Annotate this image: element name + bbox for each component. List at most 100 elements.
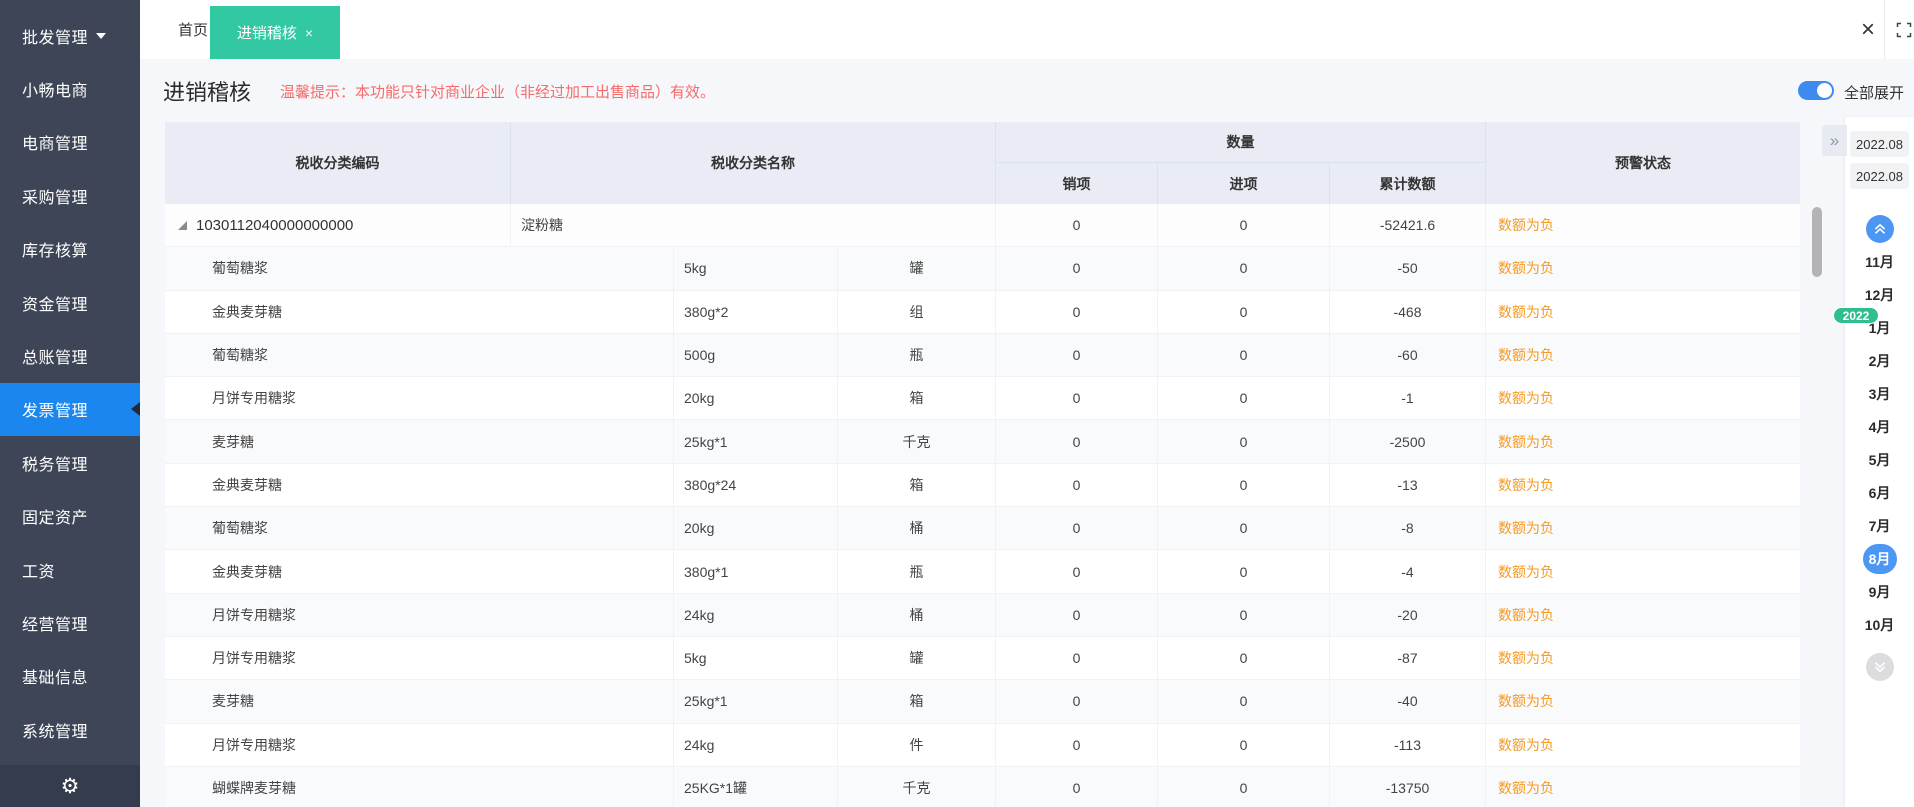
product-unit: 罐 <box>837 636 995 680</box>
product-spec: 25KG*1罐 <box>673 766 837 807</box>
month-item-11月[interactable]: 11月 <box>1845 245 1914 278</box>
product-spec: 500g <box>673 333 837 377</box>
tab-close-icon[interactable]: × <box>304 24 314 41</box>
sidebar-item-电商管理[interactable]: 电商管理 <box>0 116 140 169</box>
month-item-2月[interactable]: 2月 <box>1845 344 1914 377</box>
total-amount: -20 <box>1329 593 1485 636</box>
month-item-7月[interactable]: 7月 <box>1845 509 1914 542</box>
sales-qty: 0 <box>995 680 1157 723</box>
toggle-knob <box>1817 83 1832 98</box>
month-item-5月[interactable]: 5月 <box>1845 443 1914 476</box>
month-item-8月[interactable]: 8月 <box>1845 542 1914 575</box>
purchase-qty: 0 <box>1157 463 1329 507</box>
table-row[interactable]: 月饼专用糖浆 24kg 桶 0 0 -20 数额为负 <box>165 593 1800 637</box>
sidebar-item-库存核算[interactable]: 库存核算 <box>0 223 140 276</box>
table-row[interactable]: 金典麦芽糖 380g*2 组 0 0 -468 数额为负 <box>165 290 1800 334</box>
product-spec: 25kg*1 <box>673 420 837 463</box>
product-unit: 箱 <box>837 463 995 507</box>
table-row[interactable]: 月饼专用糖浆 24kg 件 0 0 -113 数额为负 <box>165 723 1800 767</box>
col-header-name: 税收分类名称 <box>510 122 995 204</box>
settings-gear-icon[interactable]: ⚙ <box>60 774 80 798</box>
product-unit: 罐 <box>837 247 995 290</box>
month-label: 12月 <box>1864 286 1895 303</box>
product-name: 金典麦芽糖 <box>212 476 282 493</box>
sidebar-item-label: 系统管理 <box>22 723 89 741</box>
scroll-up-button[interactable] <box>1865 215 1894 243</box>
total-amount: -4 <box>1329 550 1485 593</box>
sidebar-item-采购管理[interactable]: 采购管理 <box>0 169 140 222</box>
month-item-4月[interactable]: 4月 <box>1845 410 1914 443</box>
table-row-parent[interactable]: 1030112040000000000 淀粉糖 0 0 -52421.6 数额为… <box>165 204 1800 248</box>
sidebar-item-label: 工资 <box>22 563 56 581</box>
tab-bar: 首页 进销稽核 × × <box>140 0 1914 59</box>
status-badge: 数额为负 <box>1485 723 1800 766</box>
product-name: 葡萄糖浆 <box>212 520 268 537</box>
table-row[interactable]: 葡萄糖浆 500g 瓶 0 0 -60 数额为负 <box>165 333 1800 378</box>
table-row[interactable]: 麦芽糖 25kg*1 千克 0 0 -2500 数额为负 <box>165 420 1800 464</box>
sidebar-item-批发管理[interactable]: 批发管理 <box>0 9 140 62</box>
fullscreen-icon[interactable] <box>1889 0 1914 59</box>
date-chip[interactable]: 2022.08 <box>1850 131 1909 157</box>
sidebar-item-工资[interactable]: 工资 <box>0 543 140 596</box>
sidebar-item-资金管理[interactable]: 资金管理 <box>0 276 140 329</box>
status-badge: 数额为负 <box>1485 420 1800 463</box>
period-rail: » 2022.08 2022.08 11月 12月 1月 2月 3月 4月 5月 6月 7月 8月… <box>1822 117 1914 807</box>
month-item-9月[interactable]: 9月 <box>1845 575 1914 608</box>
col-header-qty-group: 数量 <box>995 122 1485 163</box>
table-row[interactable]: 麦芽糖 25kg*1 箱 0 0 -40 数额为负 <box>165 680 1800 724</box>
date-chip[interactable]: 2022.08 <box>1850 163 1909 189</box>
sidebar-item-系统管理[interactable]: 系统管理 <box>0 703 140 756</box>
parent-code-cell: 1030112040000000000 <box>165 204 510 246</box>
product-spec: 20kg <box>673 377 837 420</box>
table-row[interactable]: 葡萄糖浆 20kg 桶 0 0 -8 数额为负 <box>165 507 1800 551</box>
tab-home[interactable]: 首页 <box>160 0 226 59</box>
sidebar-item-税务管理[interactable]: 税务管理 <box>0 436 140 489</box>
tab-active[interactable]: 进销稽核 × <box>210 6 340 59</box>
sidebar-item-label: 固定资产 <box>22 510 89 528</box>
purchase-qty: 0 <box>1157 766 1329 807</box>
product-spec: 25kg*1 <box>673 680 837 723</box>
sidebar-item-经营管理[interactable]: 经营管理 <box>0 596 140 649</box>
sales-qty: 0 <box>995 507 1157 550</box>
table-scrollbar-thumb[interactable] <box>1812 207 1822 277</box>
collapse-triangle-icon[interactable] <box>178 220 187 230</box>
window-close-icon[interactable]: × <box>1860 15 1875 43</box>
sidebar-item-固定资产[interactable]: 固定资产 <box>0 490 140 543</box>
col-header-total: 累计数额 <box>1329 163 1485 204</box>
table-row[interactable]: 蝴蝶牌麦芽糖 25KG*1罐 千克 0 0 -13750 数额为负 <box>165 766 1800 807</box>
expand-all-toggle[interactable] <box>1798 81 1834 100</box>
table-row[interactable]: 葡萄糖浆 5kg 罐 0 0 -50 数额为负 <box>165 247 1800 291</box>
purchase-qty: 0 <box>1157 723 1329 766</box>
month-item-12月[interactable]: 12月 <box>1845 278 1914 311</box>
sidebar-item-基础信息[interactable]: 基础信息 <box>0 650 140 703</box>
product-unit: 瓶 <box>837 333 995 377</box>
month-label: 6月 <box>1868 484 1891 501</box>
month-item-1月[interactable]: 1月 <box>1845 311 1914 344</box>
parent-sales: 0 <box>995 204 1157 247</box>
product-spec: 24kg <box>673 593 837 636</box>
scroll-down-button[interactable] <box>1865 653 1894 681</box>
purchase-qty: 0 <box>1157 507 1329 550</box>
status-badge: 数额为负 <box>1485 550 1800 593</box>
month-item-10月[interactable]: 10月 <box>1845 608 1914 641</box>
warning-text: 温馨提示：本功能只针对商业企业（非经过加工出售商品）有效。 <box>280 84 716 101</box>
rail-collapse-button[interactable]: » <box>1822 125 1847 156</box>
month-item-3月[interactable]: 3月 <box>1845 377 1914 410</box>
sidebar-item-总账管理[interactable]: 总账管理 <box>0 329 140 382</box>
product-spec: 24kg <box>673 723 837 766</box>
month-item-6月[interactable]: 6月 <box>1845 476 1914 509</box>
parent-total: -52421.6 <box>1329 204 1485 247</box>
purchase-qty: 0 <box>1157 420 1329 463</box>
sidebar-item-小畅电商[interactable]: 小畅电商 <box>0 62 140 115</box>
table-row[interactable]: 月饼专用糖浆 20kg 箱 0 0 -1 数额为负 <box>165 377 1800 421</box>
total-amount: -2500 <box>1329 420 1485 463</box>
product-unit: 桶 <box>837 507 995 550</box>
table-row[interactable]: 金典麦芽糖 380g*1 瓶 0 0 -4 数额为负 <box>165 550 1800 594</box>
month-label: 8月 <box>1862 543 1897 574</box>
product-name: 麦芽糖 <box>212 693 254 710</box>
table-row[interactable]: 金典麦芽糖 380g*24 箱 0 0 -13 数额为负 <box>165 463 1800 508</box>
table-row[interactable]: 月饼专用糖浆 5kg 罐 0 0 -87 数额为负 <box>165 636 1800 681</box>
sidebar-item-发票管理[interactable]: 发票管理 <box>0 382 140 437</box>
month-list: 11月 12月 1月 2月 3月 4月 5月 6月 7月 8月 9月 10月 <box>1845 245 1914 641</box>
